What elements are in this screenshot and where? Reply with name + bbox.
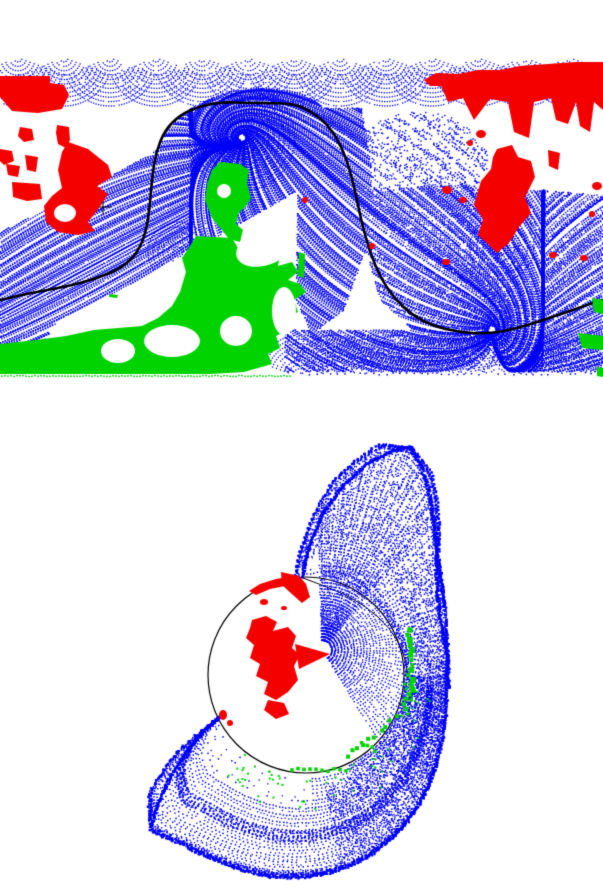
figure-canvas (0, 0, 603, 889)
field-line-figure (0, 0, 603, 889)
